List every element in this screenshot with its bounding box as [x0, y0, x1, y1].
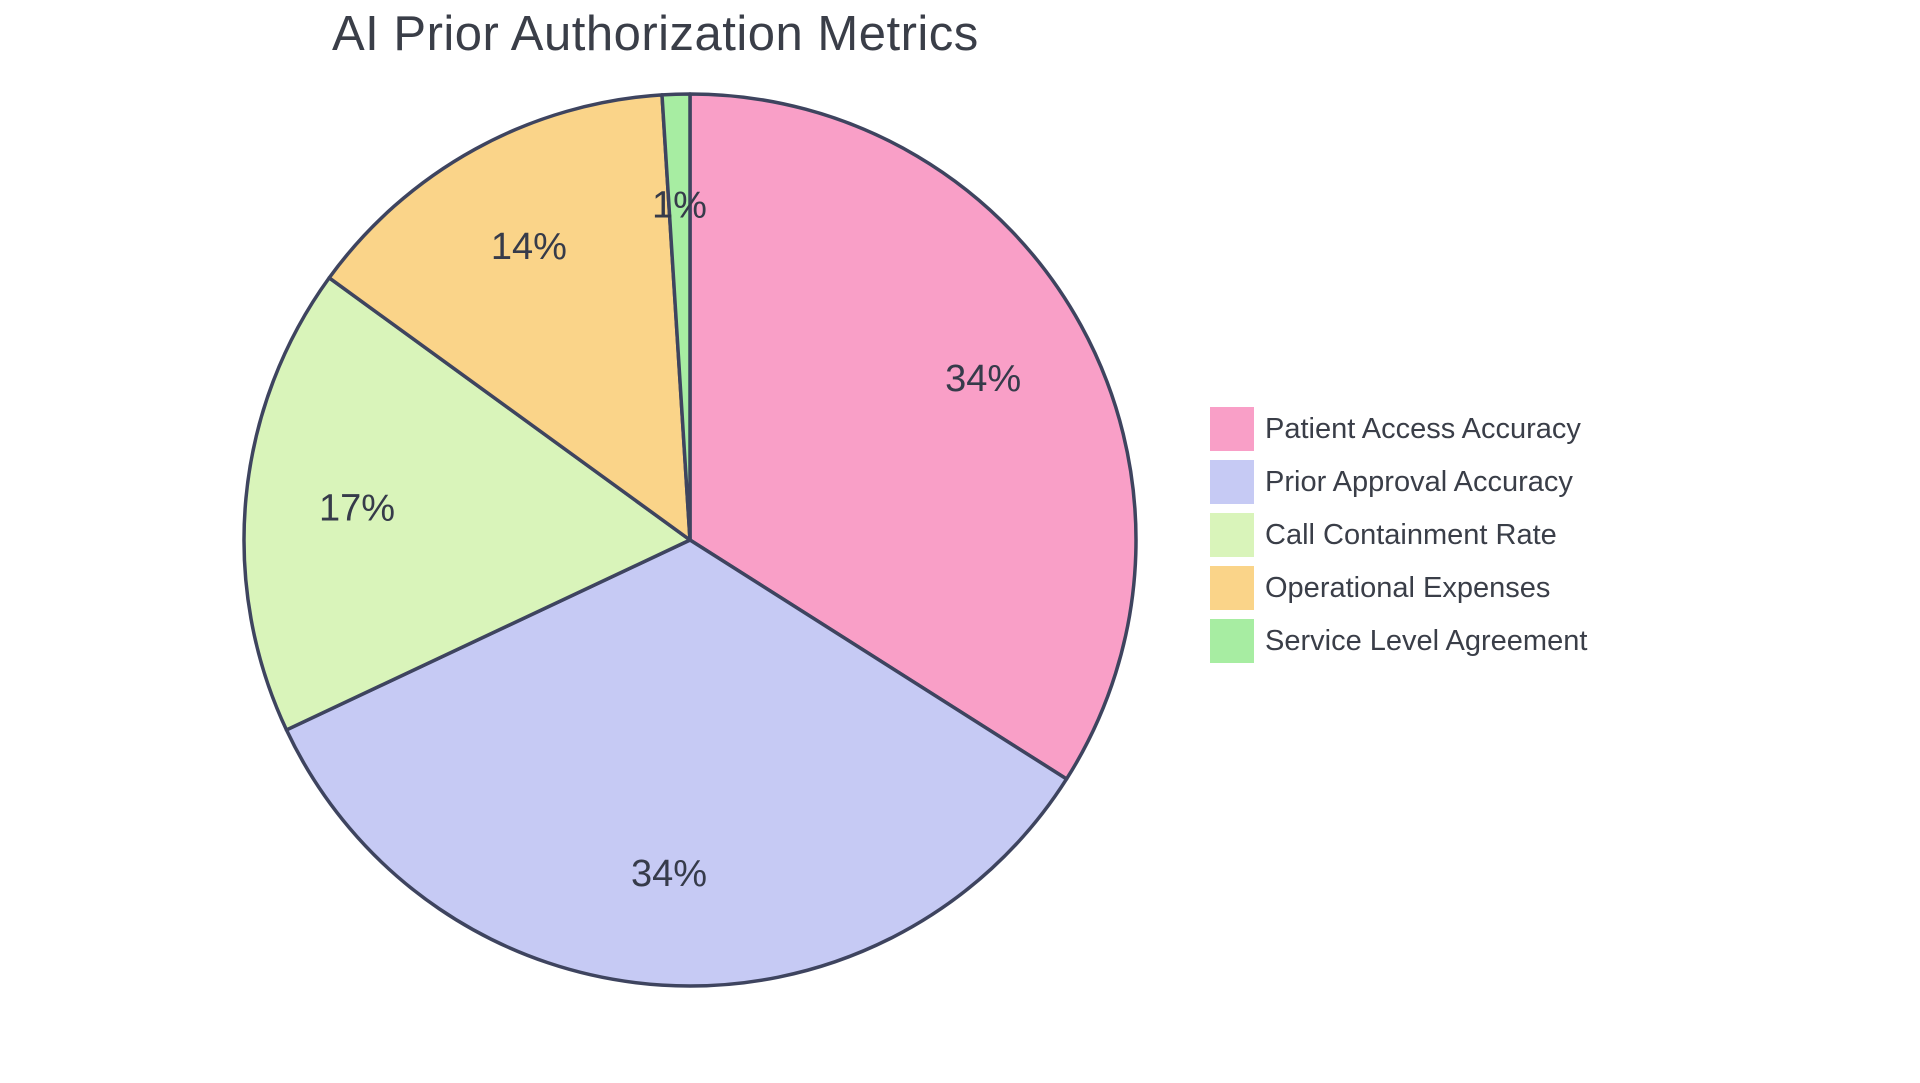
slice-percent-label-prior-approval-accuracy: 34%	[631, 853, 707, 895]
legend-swatch-prior-approval-accuracy	[1210, 460, 1254, 504]
legend-label: Call Containment Rate	[1265, 518, 1557, 551]
chart-title: AI Prior Authorization Metrics	[332, 7, 979, 61]
legend-item-call-containment-rate[interactable]: Call Containment Rate	[1210, 513, 1587, 557]
legend-item-patient-access-accuracy[interactable]: Patient Access Accuracy	[1210, 407, 1587, 451]
legend-item-operational-expenses[interactable]: Operational Expenses	[1210, 566, 1587, 610]
legend-label: Operational Expenses	[1265, 571, 1551, 604]
legend-swatch-service-level-agreement	[1210, 619, 1254, 663]
legend-swatch-call-containment-rate	[1210, 513, 1254, 557]
pie-slice-operational-expenses[interactable]	[327, 93, 692, 542]
legend-swatch-patient-access-accuracy	[1210, 407, 1254, 451]
slice-percent-label-call-containment-rate: 17%	[319, 488, 395, 530]
legend-item-prior-approval-accuracy[interactable]: Prior Approval Accuracy	[1210, 460, 1587, 504]
pie-slice-patient-access-accuracy[interactable]	[688, 92, 1138, 781]
legend-label: Patient Access Accuracy	[1265, 412, 1581, 445]
legend-swatch-operational-expenses	[1210, 566, 1254, 610]
slice-percent-label-operational-expenses: 14%	[491, 226, 567, 268]
slice-percent-label-service-level-agreement: 1%	[652, 185, 707, 227]
legend-label: Prior Approval Accuracy	[1265, 465, 1573, 498]
legend-item-service-level-agreement[interactable]: Service Level Agreement	[1210, 619, 1587, 663]
pie-slice-prior-approval-accuracy[interactable]	[284, 538, 1069, 988]
slice-percent-label-patient-access-accuracy: 34%	[945, 358, 1021, 400]
legend: Patient Access Accuracy Prior Approval Ac…	[1210, 407, 1587, 663]
pie-slice-service-level-agreement[interactable]	[660, 92, 692, 542]
legend-label: Service Level Agreement	[1265, 624, 1588, 657]
pie-slice-call-containment-rate[interactable]	[242, 276, 692, 732]
